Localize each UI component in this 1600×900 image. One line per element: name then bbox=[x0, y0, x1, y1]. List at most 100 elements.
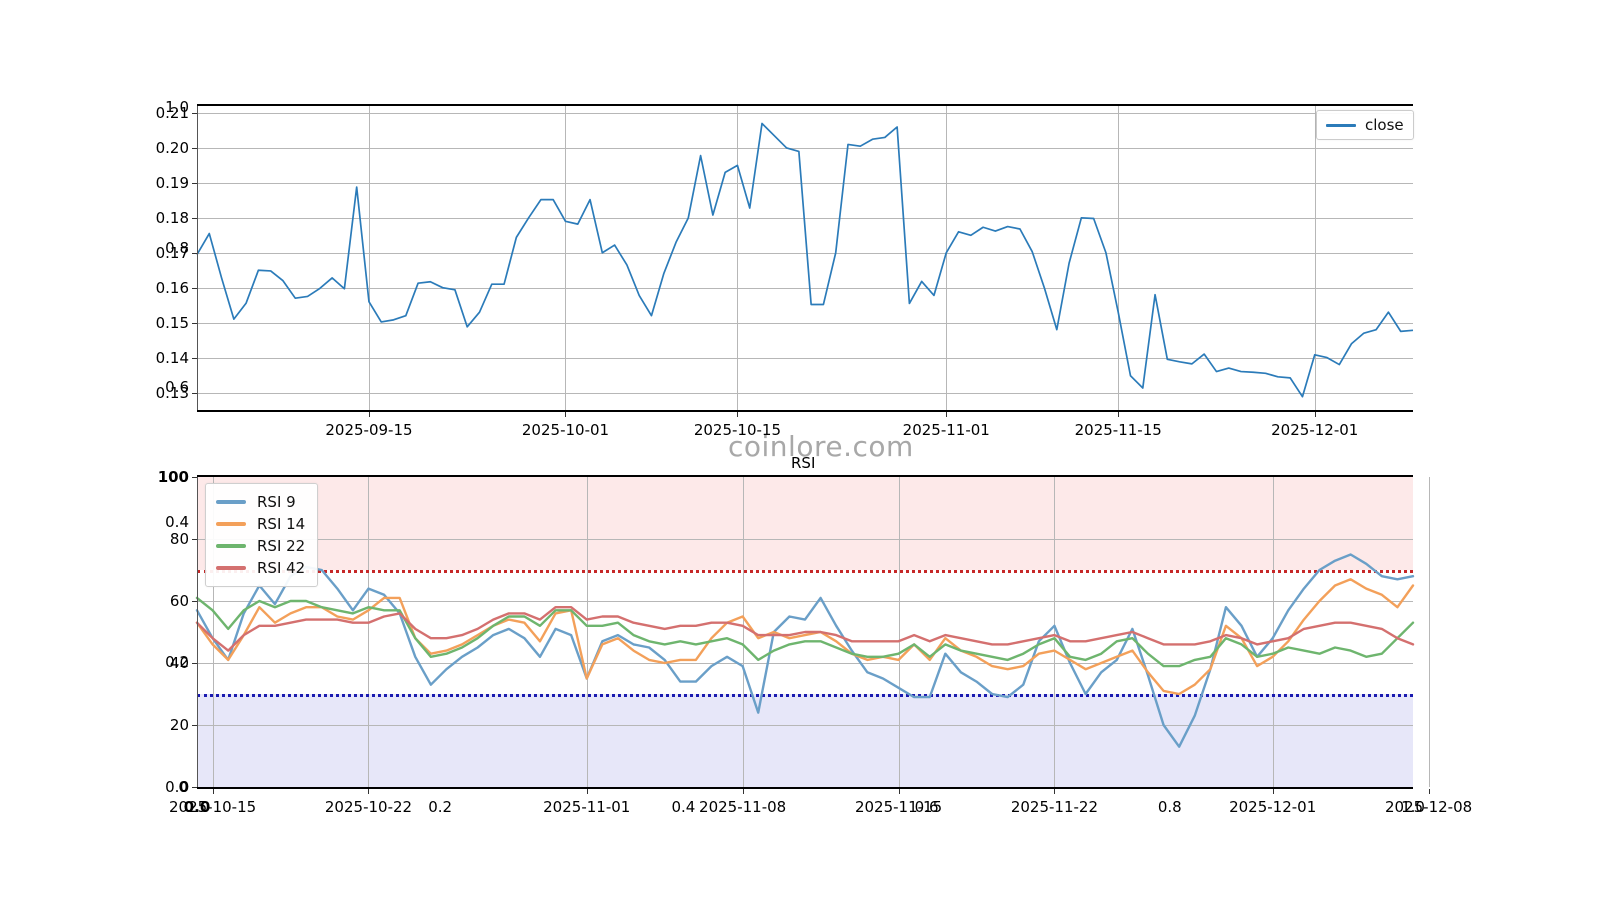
rsi-y-axis-spine bbox=[197, 477, 198, 787]
rsi-gridline-h bbox=[197, 663, 1413, 664]
rsi-gridline-v bbox=[368, 477, 370, 787]
rsi-legend-label: RSI 22 bbox=[257, 537, 306, 555]
price-y-tick bbox=[192, 217, 197, 219]
rsi-x-tick-label-secondary: 0.6 bbox=[914, 798, 939, 816]
price-panel-bottom-border bbox=[197, 410, 1413, 412]
oversold-zone bbox=[197, 694, 1413, 787]
price-x-tick bbox=[1314, 412, 1316, 417]
rsi-legend[interactable]: RSI 9 RSI 14 RSI 22 RSI 42 bbox=[205, 483, 319, 587]
rsi-chart-title: RSI bbox=[791, 454, 816, 472]
price-x-tick bbox=[946, 412, 948, 417]
price-x-tick-label: 2025-12-01 bbox=[1271, 421, 1359, 439]
price-x-tick bbox=[737, 412, 739, 417]
rsi-y-tick-label: 20 bbox=[169, 716, 189, 734]
close-series-label: close bbox=[1365, 116, 1404, 134]
price-line-close bbox=[196, 122, 1414, 398]
price-gridline-v bbox=[1314, 106, 1316, 410]
rsi-y-tick-label: 0 bbox=[178, 778, 189, 796]
rsi-y-tick bbox=[192, 663, 197, 664]
price-gridline-h bbox=[197, 287, 1413, 289]
rsi-x-tick bbox=[586, 789, 588, 794]
rsi-line-rsi-22 bbox=[195, 596, 1415, 668]
price-y-tick-label: 0.21 bbox=[155, 103, 189, 122]
rsi-x-tick-label: 2025-12-08 bbox=[1384, 798, 1473, 816]
price-x-tick bbox=[565, 412, 567, 417]
rsi-y-tick-label: 60 bbox=[169, 592, 189, 610]
rsi-line-rsi-42 bbox=[195, 606, 1415, 652]
price-x-tick-label: 2025-11-15 bbox=[1074, 421, 1162, 439]
price-y-tick-label: 0.13 bbox=[155, 383, 189, 402]
price-y-tick bbox=[192, 392, 197, 394]
price-gridline-v bbox=[368, 106, 370, 410]
rsi-y-tick-label: 100 bbox=[157, 468, 189, 486]
price-y-tick-label-secondary: 0.8 bbox=[165, 238, 189, 257]
rsi-x-tick-label-secondary: 0.2 bbox=[428, 798, 453, 816]
price-y-tick-label-secondary: 1.0 bbox=[165, 97, 189, 116]
rsi-legend-item-rsi-14[interactable]: RSI 14 bbox=[216, 513, 305, 535]
price-y-tick bbox=[192, 357, 197, 359]
rsi-x-tick bbox=[1272, 789, 1274, 794]
price-gridline-v bbox=[1118, 106, 1120, 410]
price-gridline-h bbox=[197, 392, 1413, 394]
rsi-line-series bbox=[195, 553, 1415, 748]
rsi-gridline-v bbox=[1054, 477, 1056, 787]
rsi-y-tick bbox=[192, 787, 197, 788]
price-gridline-h bbox=[197, 147, 1413, 149]
price-gridline-h bbox=[197, 112, 1413, 114]
price-gridline-v bbox=[565, 106, 567, 410]
rsi-y-tick bbox=[192, 725, 197, 726]
price-y-tick-label: 0.18 bbox=[155, 208, 189, 227]
overbought-zone bbox=[197, 477, 1413, 570]
price-legend[interactable]: close bbox=[1316, 110, 1414, 140]
rsi-panel-top-border bbox=[197, 475, 1413, 477]
rsi-legend-swatch bbox=[216, 500, 246, 504]
price-gridline-v bbox=[737, 106, 739, 410]
price-x-tick-label: 2025-11-01 bbox=[902, 421, 990, 439]
rsi-x-tick-label-secondary: 0.4 bbox=[671, 798, 696, 816]
rsi-gridline-h bbox=[197, 725, 1413, 726]
price-y-tick-label: 0.14 bbox=[155, 348, 189, 367]
price-y-axis-spine bbox=[197, 106, 198, 410]
rsi-x-tick-label: 2025-11-08 bbox=[699, 798, 787, 816]
rsi-y-tick-label: 80 bbox=[169, 530, 189, 548]
price-x-tick-label: 2025-10-01 bbox=[521, 421, 610, 439]
rsi-legend-swatch bbox=[216, 544, 246, 548]
rsi-gridline-v bbox=[1272, 477, 1274, 787]
price-x-tick-label: 2025-09-15 bbox=[325, 421, 413, 439]
rsi-y-tick-label-secondary: 0.0 bbox=[165, 778, 189, 796]
price-gridline-v bbox=[946, 106, 948, 410]
rsi-x-tick bbox=[212, 789, 214, 794]
rsi-legend-item-rsi-22[interactable]: RSI 22 bbox=[216, 535, 305, 557]
price-gridline-h bbox=[197, 182, 1413, 184]
rsi-gridline-h bbox=[197, 601, 1413, 602]
price-y-tick bbox=[192, 287, 197, 289]
rsi-y-tick bbox=[192, 477, 197, 478]
rsi-x-tick-label: 2025-10-15 bbox=[168, 798, 257, 816]
price-y-tick bbox=[192, 112, 197, 114]
rsi-x-tick-label-secondary: 0.8 bbox=[1157, 798, 1182, 816]
rsi-x-tick bbox=[742, 789, 744, 794]
rsi-legend-item-rsi-9[interactable]: RSI 9 bbox=[216, 491, 305, 513]
rsi-y-tick-label-secondary: 0.4 bbox=[165, 513, 189, 531]
rsi-gridline-v bbox=[1428, 477, 1430, 787]
rsi-x-tick bbox=[1428, 789, 1430, 794]
rsi-y-tick-label-secondary: 0.2 bbox=[165, 653, 189, 671]
price-y-tick-label: 0.15 bbox=[155, 313, 189, 332]
close-series-swatch bbox=[1326, 123, 1356, 127]
rsi-gridline-v bbox=[586, 477, 588, 787]
price-y-tick-label: 0.16 bbox=[155, 278, 189, 297]
price-x-tick bbox=[1118, 412, 1120, 417]
rsi-x-tick-label-secondary: 0.0 bbox=[183, 798, 211, 816]
rsi-x-tick-label: 2025-12-01 bbox=[1229, 798, 1317, 816]
price-y-tick-label: 0.17 bbox=[155, 243, 189, 262]
price-panel-top-border bbox=[197, 104, 1413, 106]
rsi-gridline-v bbox=[898, 477, 900, 787]
rsi-x-tick bbox=[368, 789, 370, 794]
rsi-gridline-v bbox=[212, 477, 214, 787]
rsi-legend-label: RSI 9 bbox=[257, 493, 296, 511]
price-chart-panel bbox=[196, 104, 1414, 412]
rsi-y-tick-label: 40 bbox=[169, 654, 189, 672]
rsi-line-rsi-9 bbox=[195, 553, 1415, 748]
rsi-legend-item-rsi-42[interactable]: RSI 42 bbox=[216, 557, 305, 579]
